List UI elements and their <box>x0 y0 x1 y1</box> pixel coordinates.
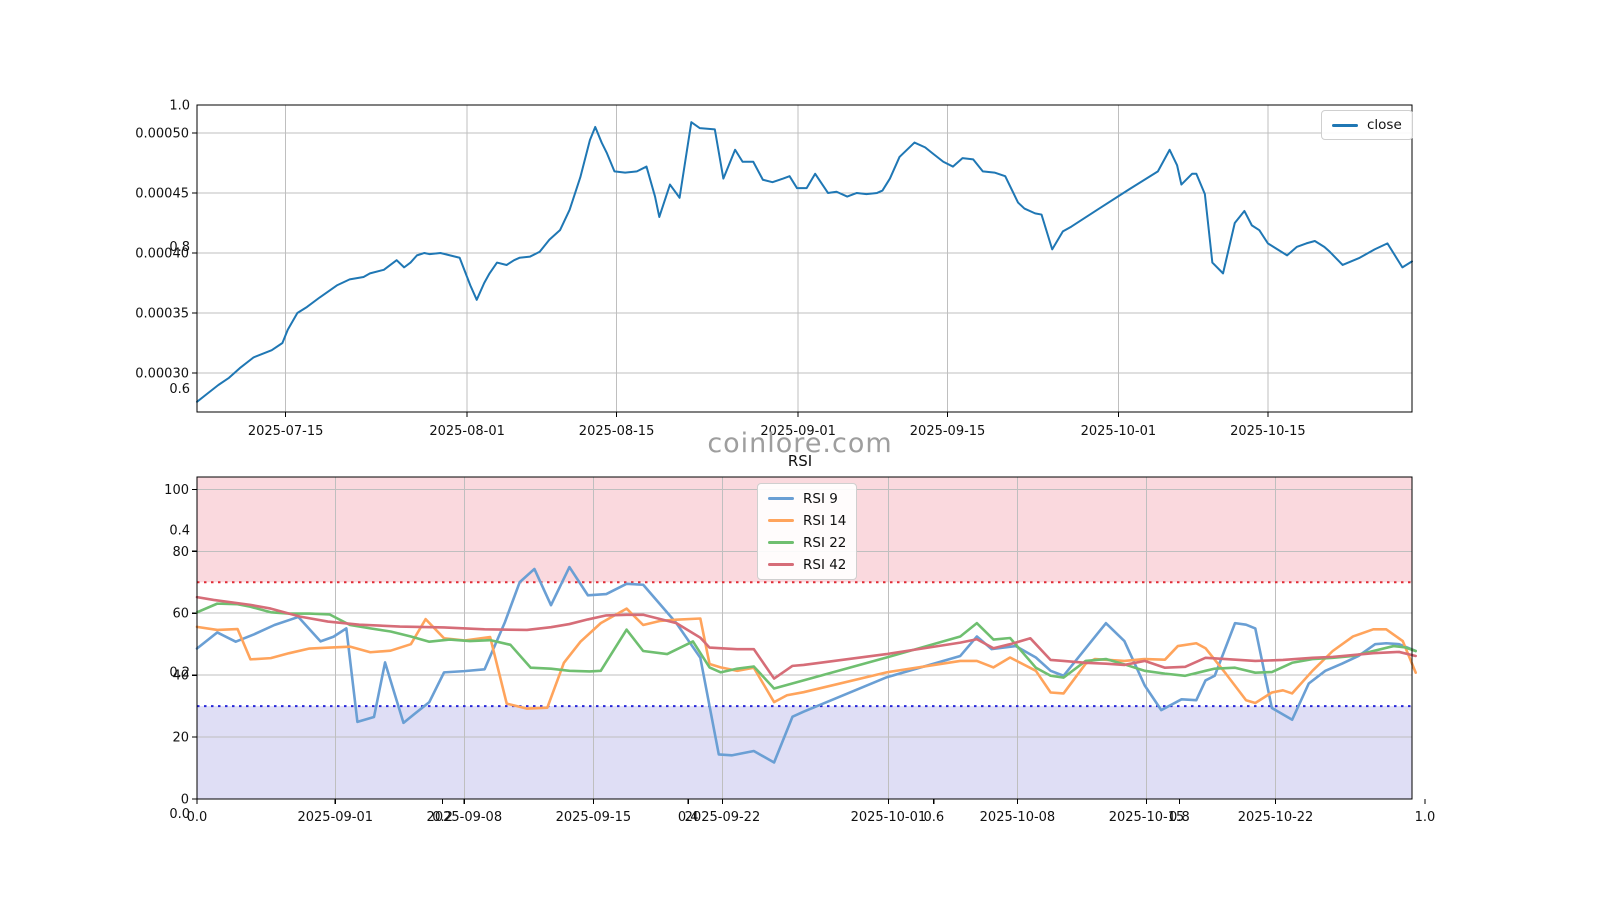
close-line-swatch <box>1332 123 1358 127</box>
overlay-ytick-label: 1.0 <box>169 99 190 114</box>
rsi14-line-swatch <box>768 518 794 523</box>
price-xtick-label: 2025-10-15 <box>1230 424 1306 439</box>
price-xtick-label: 2025-08-15 <box>579 424 655 439</box>
price-xtick-label: 2025-07-15 <box>248 424 324 439</box>
watermark-text: coinlore.com <box>707 428 893 459</box>
rsi-xtick-label: 2025-10-15 <box>1109 810 1185 825</box>
overlay-xtick-label: 0.0 <box>187 810 208 825</box>
rsi-xtick-label: 2025-10-08 <box>980 810 1056 825</box>
overlay-xtick-label: 0.2 <box>432 810 453 825</box>
rsi-legend-row-42: RSI 42 <box>768 556 846 573</box>
rsi-panel-title: RSI <box>787 452 813 470</box>
rsi-ytick-label: 0 <box>181 793 189 808</box>
rsi14-legend-label: RSI 14 <box>803 512 847 529</box>
price-ytick-label: 0.00045 <box>135 186 189 201</box>
rsi14-series-line <box>195 607 1417 710</box>
price-xtick-label: 2025-09-01 <box>760 424 836 439</box>
price-ytick-label: 0.00035 <box>135 306 189 321</box>
rsi-xtick-label: 2025-09-08 <box>427 810 503 825</box>
rsi42-line-swatch <box>768 562 794 567</box>
overlay-ytick-label: 0.6 <box>169 382 190 397</box>
overlay-ytick-label: 0.2 <box>169 665 190 680</box>
price-legend: close <box>1321 110 1413 140</box>
rsi42-legend-label: RSI 42 <box>803 556 847 573</box>
rsi9-line-swatch <box>768 496 794 501</box>
price-xtick-label: 2025-09-15 <box>910 424 986 439</box>
overlay-ytick-label: 0.4 <box>169 524 190 539</box>
rsi-xtick-label: 2025-09-01 <box>297 810 373 825</box>
price-plot-border <box>196 104 1413 413</box>
price-ytick-label: 0.00050 <box>135 126 189 141</box>
rsi22-series-line <box>195 602 1417 690</box>
price-xtick-label: 2025-10-01 <box>1081 424 1157 439</box>
overlay-xtick-label: 0.6 <box>923 810 944 825</box>
rsi-xtick-label: 2025-09-15 <box>556 810 632 825</box>
rsi22-line-swatch <box>768 540 794 545</box>
rsi-xtick-label: 2025-10-22 <box>1238 810 1314 825</box>
rsi42-series-line <box>195 595 1417 680</box>
rsi-ytick-label: 40 <box>172 669 189 684</box>
rsi9-series-line <box>195 565 1417 764</box>
rsi22-legend-label: RSI 22 <box>803 534 847 551</box>
rsi-legend-row-14: RSI 14 <box>768 512 846 529</box>
rsi-legend: RSI 9 RSI 14 RSI 22 RSI 42 <box>757 483 858 580</box>
rsi-xtick-label: 2025-10-01 <box>851 810 927 825</box>
close-series-line <box>196 121 1413 403</box>
price-xtick-label: 2025-08-01 <box>429 424 505 439</box>
rsi-xtick-label: 2025-09-22 <box>685 810 761 825</box>
oversold-band <box>197 706 1412 799</box>
rsi-legend-row-22: RSI 22 <box>768 534 846 551</box>
rsi-ytick-label: 80 <box>172 545 189 560</box>
rsi-ytick-label: 20 <box>172 731 189 746</box>
overlay-ytick-label: 0.0 <box>169 807 190 822</box>
rsi-plot-border <box>196 476 1413 800</box>
overlay-xtick-label: 1.0 <box>1415 810 1436 825</box>
rsi-ytick-label: 100 <box>164 483 189 498</box>
overlay-xtick-label: 0.4 <box>678 810 699 825</box>
price-ytick-label: 0.00030 <box>135 366 189 381</box>
price-ytick-label: 0.00040 <box>135 246 189 261</box>
overlay-xtick-label: 0.8 <box>1169 810 1190 825</box>
rsi9-legend-label: RSI 9 <box>803 490 838 507</box>
rsi-legend-row-9: RSI 9 <box>768 490 846 507</box>
close-legend-label: close <box>1367 117 1402 133</box>
overlay-ytick-label: 0.8 <box>169 240 190 255</box>
rsi-ytick-label: 60 <box>172 607 189 622</box>
